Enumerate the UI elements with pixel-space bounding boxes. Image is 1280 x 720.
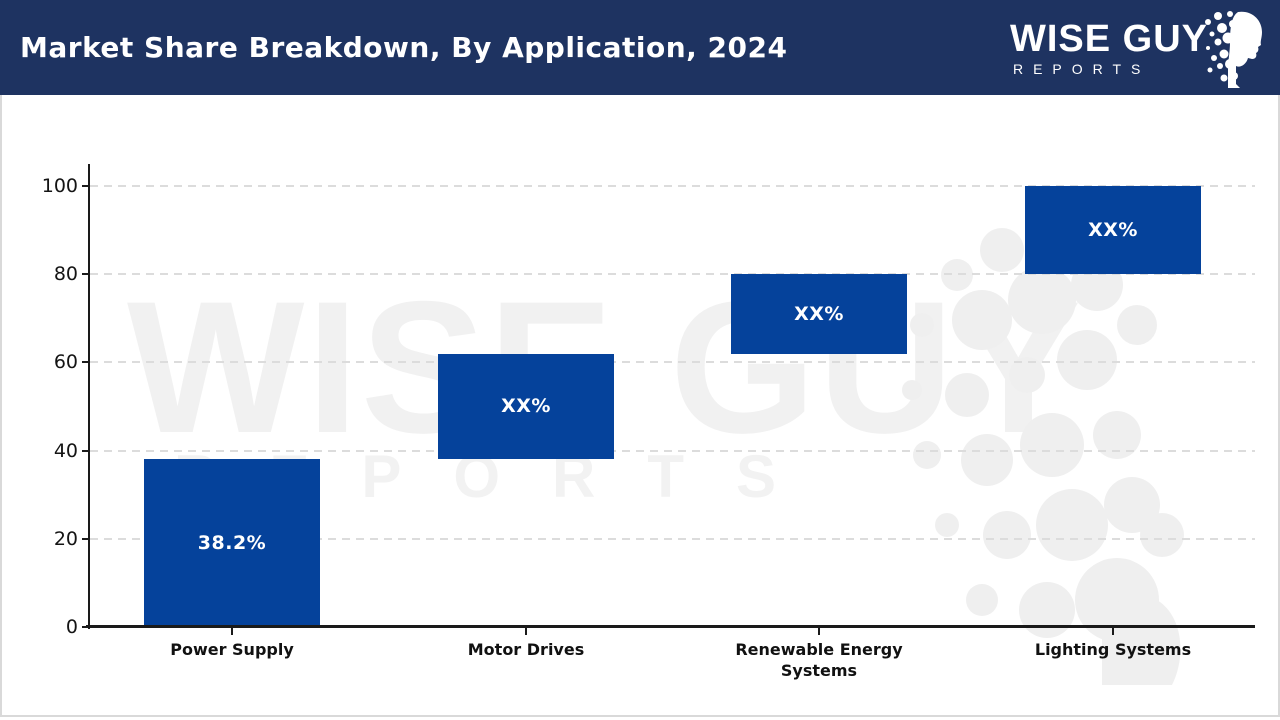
x-axis-tick [1112,628,1114,635]
category-label: Lighting Systems [1034,640,1192,659]
logo-subtitle: REPORTS [1012,60,1151,77]
page-title: Market Share Breakdown, By Application, … [20,31,788,64]
bar-value-label: XX% [1088,219,1138,242]
gridline [90,273,1255,276]
category-label: Motor Drives [467,640,585,659]
y-tick-label: 60 [53,351,78,374]
bar-value-label: 38.2% [197,531,267,554]
x-axis-spine [86,625,1255,628]
gridline [90,361,1255,364]
bar-segment: XX% [1025,186,1201,275]
bar-value-label: XX% [501,395,551,418]
y-axis-tick [82,185,90,187]
header: Market Share Breakdown, By Application, … [0,0,1280,95]
bar-value-label: XX% [794,302,844,325]
y-axis-tick [82,537,90,540]
y-tick-label: 40 [53,439,78,462]
x-axis-tick [818,628,820,635]
y-tick-label: 100 [41,175,78,197]
gridline [90,185,1255,187]
category-label: Renewable Energy Systems [735,640,903,680]
logo-wordmark: WISE GUY [1009,17,1208,60]
chart-canvas: WISE GUY REPORTS 0 20 40 60 80 100 38.2% XX% XX%… [0,95,1280,717]
brand-logo: WISE GUY REPORTS [1010,6,1264,90]
bar-segment: XX% [438,353,614,459]
logo-text: WISE GUY REPORTS [1010,20,1208,77]
y-tick-label: 80 [53,263,78,286]
y-axis-tick [82,361,90,364]
gridline [90,449,1255,452]
x-axis-tick [525,628,527,635]
y-axis-spine [88,164,90,629]
y-tick-label: 20 [53,527,78,550]
bar-segment: XX% [731,274,907,354]
y-axis-tick [82,449,90,452]
y-axis-tick [82,273,90,276]
bar-segment: 38.2% [144,458,320,627]
gridline [90,537,1255,540]
y-tick-label: 0 [65,616,78,638]
logo-face-icon [1205,11,1262,88]
category-label: Power Supply [170,640,294,659]
x-axis-tick [231,628,233,635]
